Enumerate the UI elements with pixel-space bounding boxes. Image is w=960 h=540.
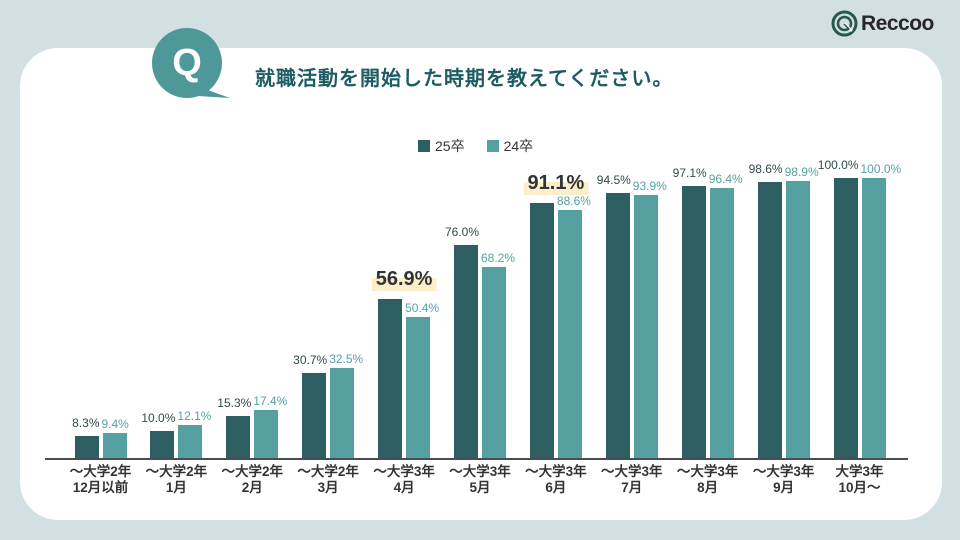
bar-25-4: [378, 299, 403, 459]
question-mark: Q: [172, 41, 202, 84]
bar-25-0: [74, 435, 99, 459]
brand-logo: Reccoo: [831, 10, 934, 37]
x-axis-label-line: 〜大学2年: [221, 464, 284, 479]
x-axis-label-line: 〜大学2年: [145, 464, 208, 479]
bar-24-5: [482, 267, 506, 459]
value-label-25-2: 15.3%: [217, 396, 252, 410]
value-label-24-8: 96.4%: [708, 172, 743, 187]
bar-25-1: [150, 430, 175, 459]
x-axis-label-line: 〜大学3年: [373, 464, 435, 479]
x-axis-label-line: 〜大学2年: [69, 464, 132, 479]
x-axis-label-line: 5月: [469, 480, 491, 495]
x-axis-label-4: 〜大学3年 4月: [362, 464, 446, 496]
bar-24-7: [633, 195, 658, 459]
bar-24-3: [330, 367, 355, 459]
value-label-24-1: 12.1%: [177, 408, 212, 423]
value-label-24-5: 68.2%: [481, 251, 516, 266]
x-axis-label-line: 8月: [697, 480, 719, 495]
x-axis-label-2: 〜大学2年 2月: [210, 464, 294, 496]
x-axis-label-line: 大学3年: [835, 464, 884, 479]
value-label-25-1: 10.0%: [141, 410, 176, 425]
legend-item-25: 25卒: [418, 136, 465, 156]
value-label-24-10: 100.0%: [860, 162, 902, 176]
value-label-25-10: 100.0%: [817, 158, 859, 172]
x-axis-label-line: 10月〜: [838, 480, 881, 495]
x-axis-label-line: 〜大学3年: [752, 464, 815, 479]
bar-25-9: [757, 181, 782, 459]
value-label-25-5: 76.0%: [444, 225, 479, 240]
x-axis-label-line: 〜大学3年: [449, 464, 511, 479]
x-axis-label-8: 〜大学3年 8月: [666, 464, 750, 496]
value-label-25-9: 98.6%: [748, 161, 783, 176]
x-axis-label-3: 〜大学2年 3月: [286, 464, 370, 496]
x-axis-label-1: 〜大学2年 1月: [134, 464, 218, 496]
bar-24-9: [785, 181, 810, 459]
bar-25-5: [454, 245, 478, 459]
value-label-25-6: 91.1%: [523, 171, 589, 195]
x-axis-label-9: 〜大学3年 9月: [742, 464, 826, 496]
x-axis-label-line: 4月: [393, 480, 415, 495]
x-axis-line: [45, 458, 908, 460]
legend-label-24: 24卒: [503, 138, 534, 154]
x-axis-label-line: 12月以前: [72, 480, 129, 495]
bar-24-0: [102, 432, 127, 459]
bar-24-10: [861, 178, 886, 459]
x-axis-label-line: 6月: [545, 480, 567, 495]
value-label-24-0: 9.4%: [101, 416, 129, 431]
bar-24-4: [406, 317, 431, 459]
question-bubble-icon: [152, 28, 230, 98]
x-axis-label-line: 〜大学2年: [297, 464, 359, 479]
value-label-24-9: 98.9%: [784, 165, 819, 180]
bar-25-3: [302, 372, 327, 459]
legend-item-24: 24卒: [486, 136, 534, 156]
bar-24-2: [254, 410, 279, 459]
value-label-24-4: 50.4%: [405, 301, 440, 316]
brand-name: Reccoo: [861, 11, 934, 35]
x-axis-label-line: 〜大学3年: [601, 464, 663, 479]
x-axis-label-line: 9月: [773, 480, 795, 495]
value-label-24-3: 32.5%: [329, 351, 364, 366]
bar-24-1: [178, 424, 203, 459]
bar-25-10: [833, 178, 858, 459]
value-label-25-7: 94.5%: [596, 173, 631, 188]
value-label-24-7: 93.9%: [632, 179, 667, 194]
page-title: 就職活動を開始した時期を教えてください。: [255, 68, 674, 90]
value-label-25-0: 8.3%: [72, 415, 100, 430]
brand-logo-icon: [831, 10, 858, 37]
legend-label-25: 25卒: [435, 138, 465, 154]
chart-legend: 25卒 24卒: [418, 136, 533, 156]
legend-swatch-light: [486, 140, 499, 152]
legend-swatch-dark: [418, 140, 430, 152]
x-axis-label-5: 〜大学3年 5月: [438, 464, 522, 496]
x-axis-label-line: 3月: [317, 480, 339, 495]
x-axis-label-0: 〜大学2年 12月以前: [59, 464, 143, 496]
x-axis-label-7: 〜大学3年 7月: [590, 464, 674, 496]
bar-24-8: [709, 188, 734, 459]
value-label-25-3: 30.7%: [293, 352, 328, 367]
bar-25-7: [605, 193, 630, 459]
x-axis-label-line: 1月: [165, 480, 187, 495]
bar-25-8: [681, 186, 706, 459]
bar-24-6: [557, 210, 582, 459]
x-axis-label-10: 大学3年 10月〜: [818, 464, 902, 496]
value-label-24-6: 88.6%: [556, 194, 591, 209]
bar-25-6: [529, 203, 554, 459]
x-axis-label-6: 〜大学3年 6月: [514, 464, 598, 496]
value-label-25-8: 97.1%: [672, 166, 707, 181]
bar-25-2: [226, 416, 251, 459]
value-label-25-4: 56.9%: [371, 267, 437, 292]
value-label-24-2: 17.4%: [253, 394, 288, 409]
x-axis-label-line: 2月: [241, 480, 263, 495]
x-axis-label-line: 7月: [621, 480, 643, 495]
x-axis-label-line: 〜大学3年: [525, 464, 587, 479]
x-axis-label-line: 〜大学3年: [676, 464, 739, 479]
